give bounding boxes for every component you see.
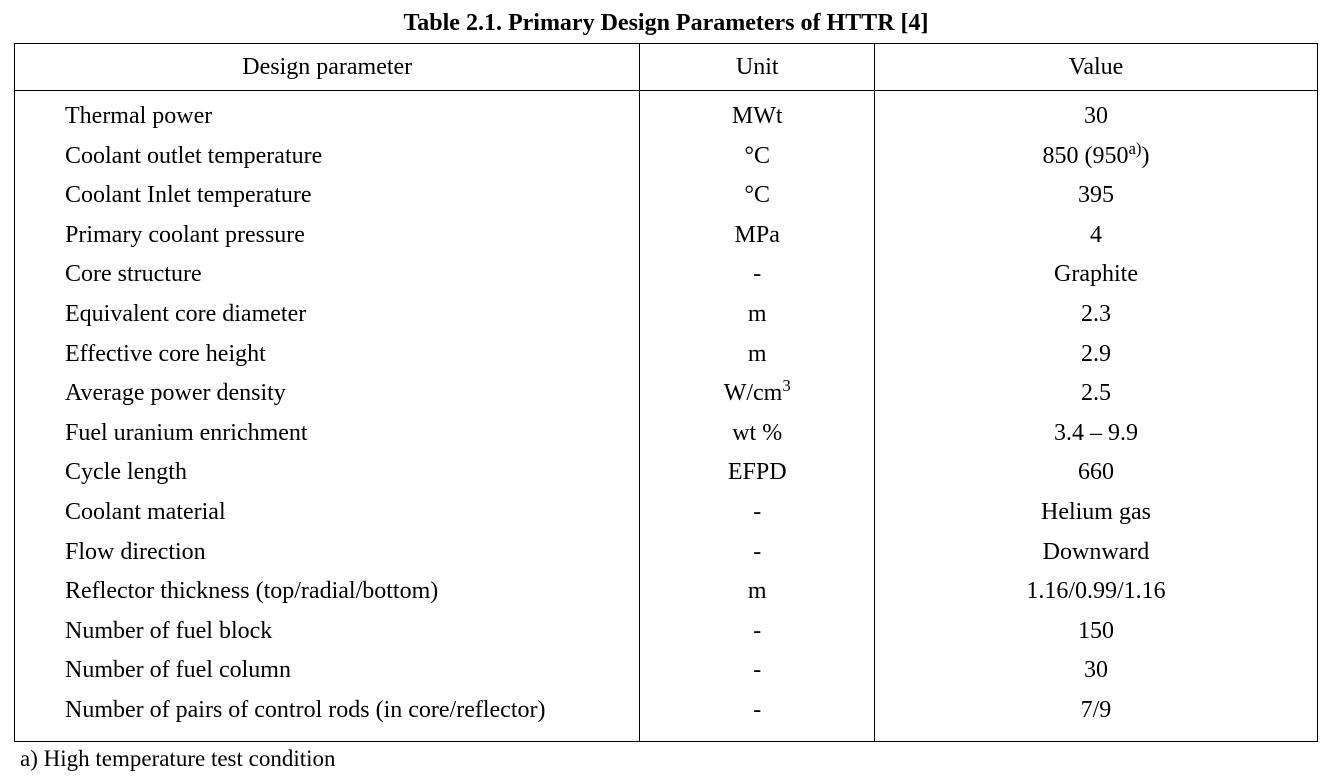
param-cell: Number of fuel column [65, 651, 631, 691]
unit-cell: - [648, 533, 866, 573]
table-footnote: a) High temperature test condition [14, 746, 1318, 772]
value-column: 30850 (950a))3954Graphite2.32.92.53.4 – … [883, 97, 1309, 731]
value-cell: 2.9 [883, 335, 1309, 375]
param-cell: Effective core height [65, 335, 631, 375]
value-cell: 1.16/0.99/1.16 [883, 572, 1309, 612]
value-cell: 150 [883, 612, 1309, 652]
unit-cell: m [648, 295, 866, 335]
param-cell: Equivalent core diameter [65, 295, 631, 335]
unit-cell: - [648, 255, 866, 295]
param-cell: Number of pairs of control rods (in core… [65, 691, 631, 731]
param-cell: Primary coolant pressure [65, 216, 631, 256]
value-cell: 30 [883, 651, 1309, 691]
unit-cell: EFPD [648, 453, 866, 493]
param-cell: Cycle length [65, 453, 631, 493]
unit-cell: MPa [648, 216, 866, 256]
param-cell: Core structure [65, 255, 631, 295]
unit-cell: °C [648, 176, 866, 216]
value-cell: 850 (950a)) [883, 137, 1309, 177]
header-row: Design parameter Unit Value [15, 44, 1318, 91]
unit-cell: - [648, 493, 866, 533]
value-cell: 3.4 – 9.9 [883, 414, 1309, 454]
unit-cell: - [648, 612, 866, 652]
unit-column: MWt°C°CMPa-mmW/cm3wt %EFPD--m--- [648, 97, 866, 731]
unit-cell: W/cm3 [648, 374, 866, 414]
param-cell: Coolant outlet temperature [65, 137, 631, 177]
value-cell: Helium gas [883, 493, 1309, 533]
param-cell: Flow direction [65, 533, 631, 573]
param-cell: Coolant Inlet temperature [65, 176, 631, 216]
param-cell: Coolant material [65, 493, 631, 533]
unit-cell: wt % [648, 414, 866, 454]
value-cell: 4 [883, 216, 1309, 256]
param-column: Thermal powerCoolant outlet temperatureC… [23, 97, 631, 731]
value-cell: 2.3 [883, 295, 1309, 335]
header-unit: Unit [640, 44, 875, 91]
table-caption: Table 2.1. Primary Design Parameters of … [14, 10, 1318, 37]
header-value: Value [874, 44, 1317, 91]
header-param: Design parameter [15, 44, 640, 91]
value-cell: 30 [883, 97, 1309, 137]
param-cell: Average power density [65, 374, 631, 414]
design-parameters-table: Design parameter Unit Value Thermal powe… [14, 43, 1318, 742]
value-cell: Downward [883, 533, 1309, 573]
value-cell: 660 [883, 453, 1309, 493]
param-cell: Thermal power [65, 97, 631, 137]
value-cell: 395 [883, 176, 1309, 216]
param-cell: Fuel uranium enrichment [65, 414, 631, 454]
value-cell: Graphite [883, 255, 1309, 295]
unit-cell: - [648, 651, 866, 691]
body-row: Thermal powerCoolant outlet temperatureC… [15, 91, 1318, 742]
unit-cell: °C [648, 137, 866, 177]
unit-cell: m [648, 335, 866, 375]
unit-cell: m [648, 572, 866, 612]
param-cell: Reflector thickness (top/radial/bottom) [65, 572, 631, 612]
value-cell: 2.5 [883, 374, 1309, 414]
value-cell: 7/9 [883, 691, 1309, 731]
unit-cell: - [648, 691, 866, 731]
unit-cell: MWt [648, 97, 866, 137]
param-cell: Number of fuel block [65, 612, 631, 652]
